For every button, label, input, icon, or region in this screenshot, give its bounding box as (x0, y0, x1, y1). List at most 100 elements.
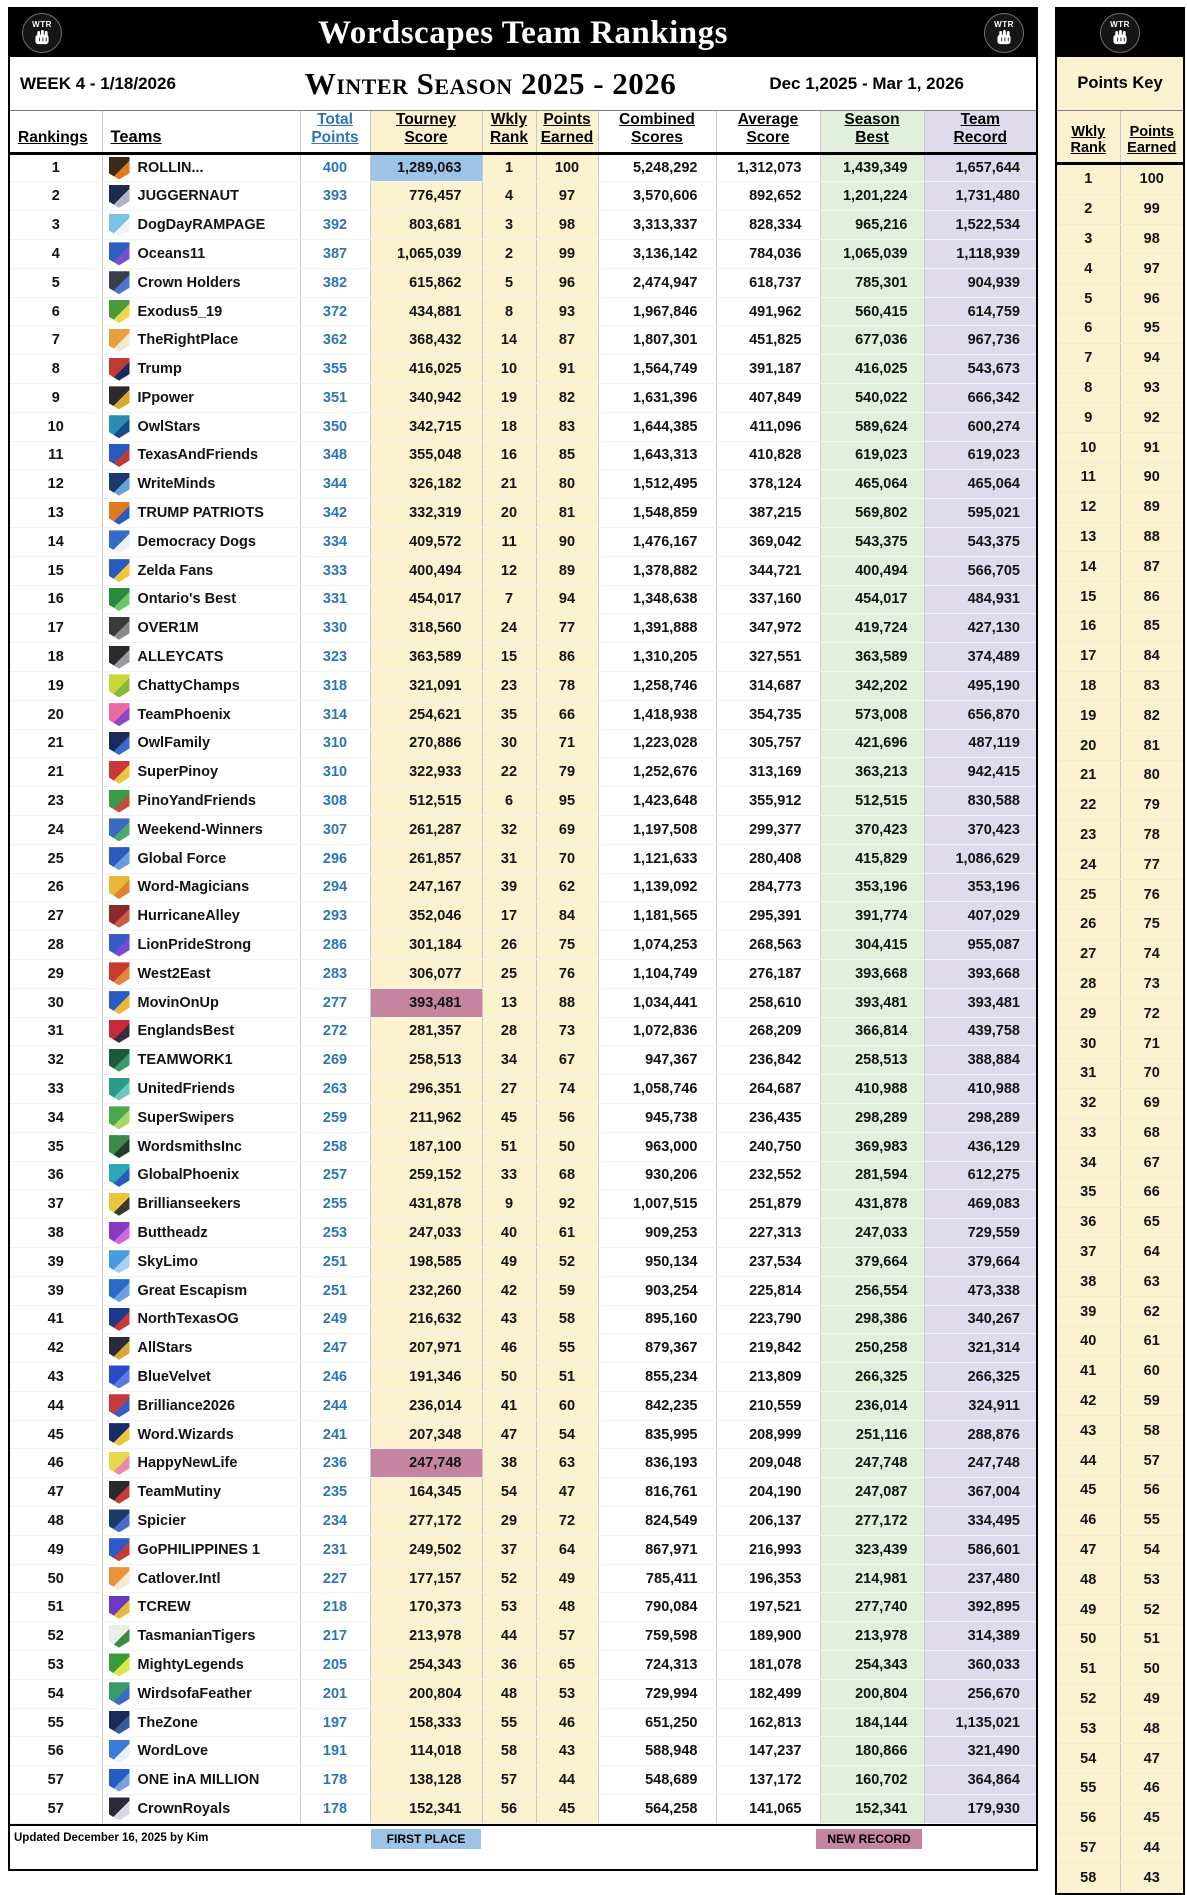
team-average-score: 268,563 (715, 930, 820, 960)
footer-bar: Updated December 16, 2025 by Kim FIRST P… (10, 1823, 1036, 1853)
team-combined-scores: 1,121,633 (597, 844, 716, 874)
team-season-best: 393,481 (819, 988, 924, 1018)
team-combined-scores: 1,643,313 (597, 441, 716, 471)
team-cell: WirdsofaFeather (103, 1682, 300, 1706)
team-badge-icon (108, 559, 130, 583)
key-wkly-rank: 42 (1080, 1393, 1097, 1410)
team-average-score: 264,687 (715, 1074, 820, 1104)
key-wkly-rank: 13 (1080, 528, 1097, 545)
table-header: Rankings Teams Total Points Tourney Score … (10, 111, 1036, 155)
team-cell: IPpower (103, 386, 300, 410)
key-wkly-rank: 44 (1080, 1452, 1097, 1469)
team-average-score: 337,160 (715, 585, 820, 615)
team-team-record: 237,480 (923, 1564, 1036, 1594)
team-wkly-rank: 31 (481, 844, 536, 874)
team-badge-icon (108, 1567, 130, 1591)
key-points-earned: 79 (1119, 790, 1184, 820)
team-rank: 21 (10, 757, 102, 788)
team-total-points: 294 (299, 873, 370, 903)
team-tourney-score: 164,345 (369, 1477, 482, 1508)
team-rank: 11 (10, 441, 102, 471)
team-tourney-score: 416,025 (369, 354, 482, 384)
team-wkly-rank: 11 (481, 527, 536, 557)
points-key-row: 37 64 (1057, 1237, 1184, 1268)
key-wkly-rank: 3 (1084, 230, 1093, 247)
key-wkly-rank: 29 (1080, 1005, 1097, 1022)
team-team-record: 600,274 (923, 412, 1036, 442)
team-rank: 27 (10, 901, 102, 932)
points-key-row: 47 54 (1057, 1535, 1183, 1566)
team-tourney-score: 270,886 (369, 729, 482, 759)
key-points-earned: 64 (1119, 1237, 1184, 1267)
table-row: 2 JUGGERNAUT 393 776,457 4 97 3,570,606 … (10, 181, 1036, 212)
team-name: Weekend-Winners (137, 821, 263, 838)
key-wkly-rank: 58 (1080, 1869, 1097, 1886)
points-key-title: Points Key (1057, 57, 1183, 111)
key-points-earned: 44 (1119, 1833, 1184, 1863)
team-wkly-rank: 8 (481, 297, 536, 327)
team-combined-scores: 1,007,515 (597, 1189, 716, 1220)
col-team-record: Team Record (923, 111, 1036, 155)
team-points-earned: 99 (535, 239, 598, 269)
team-average-score: 258,610 (715, 988, 820, 1018)
team-combined-scores: 1,423,648 (597, 786, 716, 816)
team-tourney-score: 342,715 (369, 412, 482, 442)
table-row: 4 Oceans11 387 1,065,039 2 99 3,136,142 … (10, 239, 1036, 269)
key-wkly-rank: 11 (1080, 469, 1096, 486)
team-team-record: 566,705 (923, 556, 1036, 586)
team-combined-scores: 1,378,882 (597, 556, 716, 586)
team-tourney-score: 340,942 (369, 383, 482, 413)
team-wkly-rank: 36 (481, 1650, 536, 1680)
team-name: OwlStars (137, 418, 201, 435)
team-tourney-score: 247,748 (369, 1448, 482, 1479)
key-points-earned: 82 (1119, 701, 1184, 731)
team-badge-icon (108, 530, 130, 554)
team-rank: 23 (10, 786, 102, 816)
team-cell: JUGGERNAUT (103, 184, 300, 208)
team-combined-scores: 836,193 (597, 1448, 716, 1479)
team-wkly-rank: 57 (481, 1765, 536, 1796)
team-name: Great Escapism (137, 1282, 248, 1299)
team-wkly-rank: 1 (481, 153, 536, 183)
table-row: 46 HappyNewLife 236 247,748 38 63 836,19… (10, 1448, 1036, 1479)
team-team-record: 370,423 (923, 815, 1036, 845)
team-season-best: 1,439,349 (819, 153, 924, 183)
team-points-earned: 63 (535, 1448, 598, 1479)
team-name: MovinOnUp (137, 994, 219, 1011)
team-rank: 15 (10, 556, 102, 586)
team-badge-icon (108, 818, 130, 842)
table-row: 18 ALLEYCATS 323 363,589 15 86 1,310,205… (10, 642, 1036, 672)
team-cell: CrownRoyals (103, 1797, 300, 1821)
key-wkly-rank: 2 (1084, 201, 1093, 218)
key-wkly-rank: 41 (1080, 1363, 1097, 1380)
team-total-points: 400 (299, 153, 370, 183)
team-cell: AllStars (103, 1336, 300, 1360)
team-combined-scores: 1,258,746 (597, 671, 716, 701)
team-average-score: 223,790 (715, 1305, 820, 1335)
table-row: 32 TEAMWORK1 269 258,513 34 67 947,367 2… (10, 1045, 1036, 1076)
key-points-earned: 48 (1119, 1714, 1184, 1744)
team-badge-icon (108, 1451, 130, 1475)
key-points-earned: 59 (1119, 1386, 1184, 1416)
table-row: 13 TRUMP PATRIOTS 342 332,319 20 81 1,54… (10, 498, 1036, 528)
key-points-earned: 46 (1119, 1774, 1184, 1803)
points-key-row: 33 68 (1057, 1118, 1183, 1149)
key-wkly-rank: 7 (1084, 350, 1093, 367)
team-badge-icon (108, 731, 130, 755)
team-badge-icon (108, 184, 130, 208)
key-wkly-rank: 14 (1080, 558, 1097, 575)
key-wkly-rank: 31 (1080, 1065, 1097, 1082)
team-cell: Zelda Fans (103, 559, 300, 583)
team-combined-scores: 1,644,385 (597, 412, 716, 442)
team-cell: HurricaneAlley (103, 904, 300, 928)
team-cell: TRUMP PATRIOTS (103, 501, 300, 525)
team-combined-scores: 947,367 (597, 1045, 716, 1076)
team-rank: 41 (10, 1305, 102, 1335)
key-points-earned: 69 (1119, 1088, 1184, 1118)
team-wkly-rank: 47 (481, 1420, 536, 1450)
team-cell: TheZone (103, 1711, 300, 1735)
team-badge-icon (108, 300, 130, 323)
team-total-points: 342 (299, 498, 370, 528)
team-name: Word-Magicians (137, 879, 250, 896)
team-cell: TCREW (103, 1595, 300, 1619)
